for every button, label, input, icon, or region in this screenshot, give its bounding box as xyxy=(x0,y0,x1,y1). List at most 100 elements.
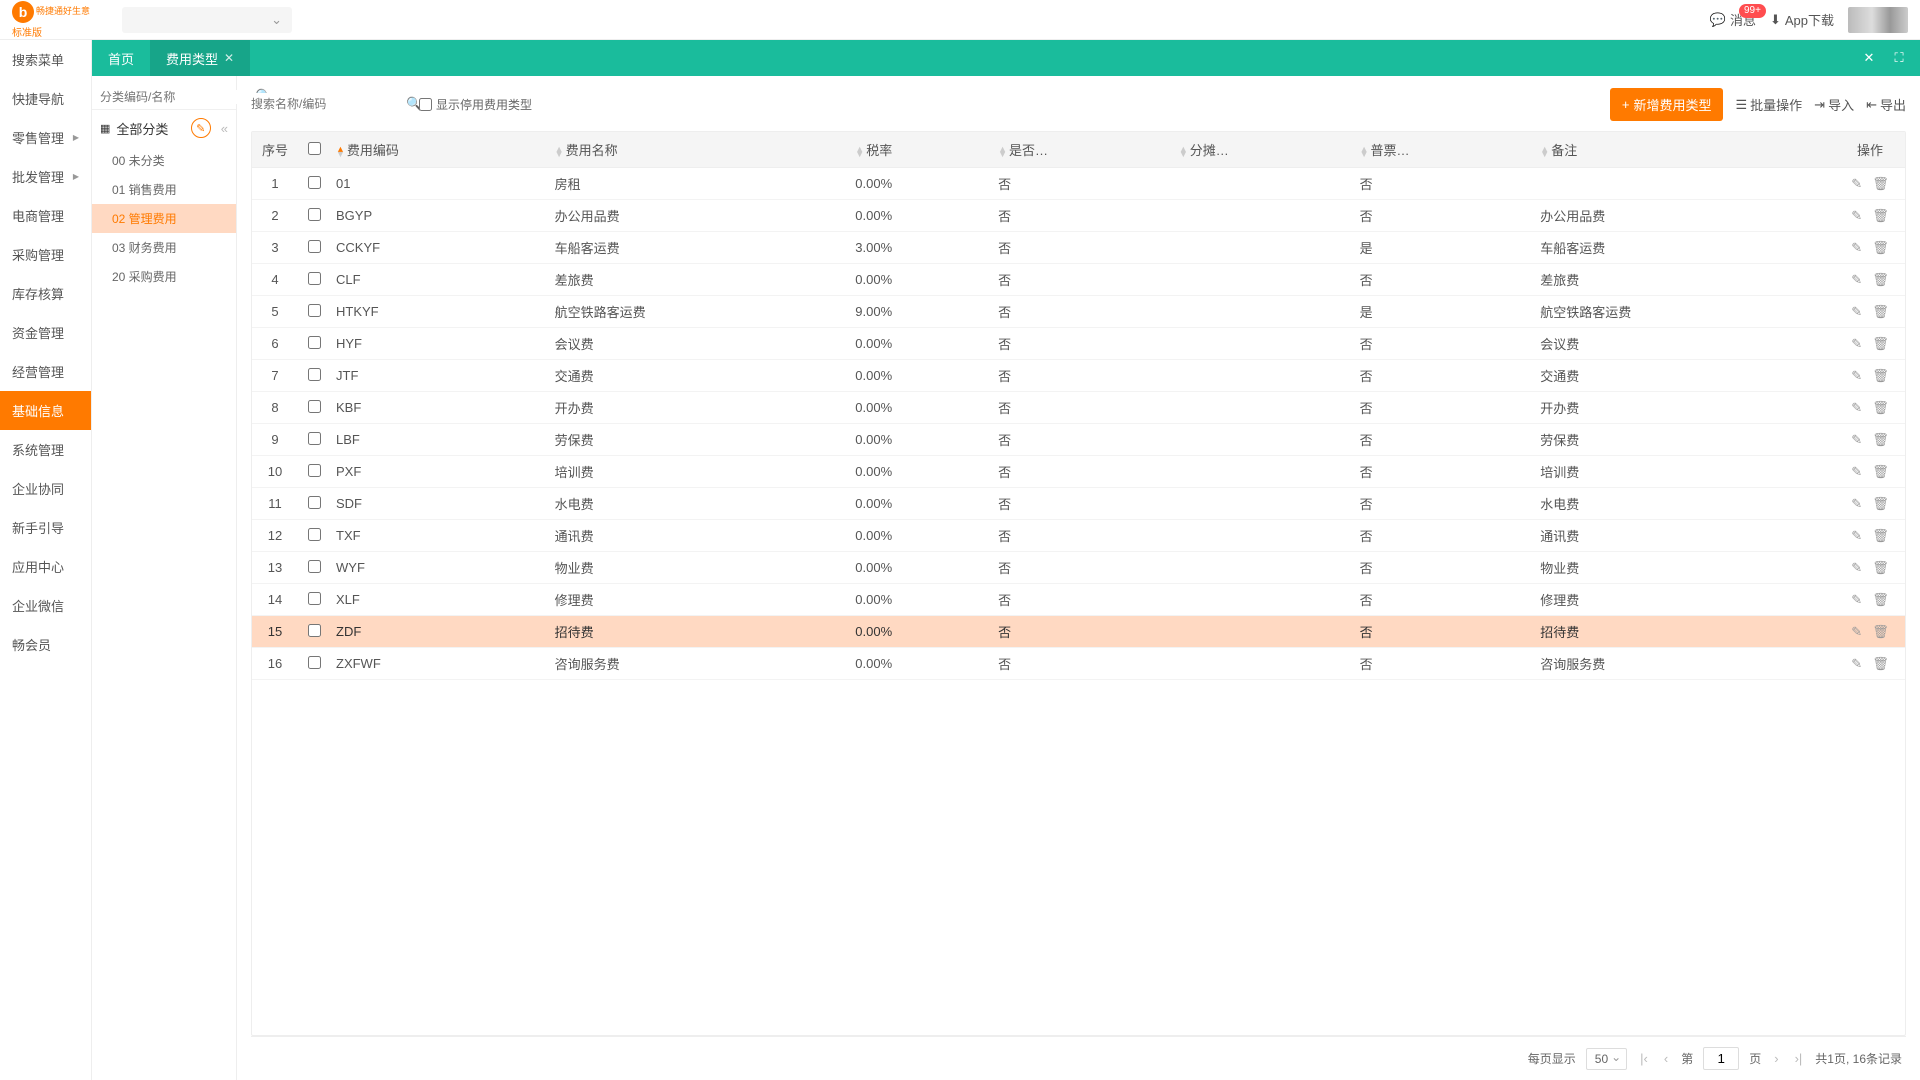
delete-icon[interactable]: 🗑 xyxy=(1872,176,1889,192)
edit-icon[interactable]: ✎ xyxy=(1851,624,1862,640)
edit-icon[interactable]: ✎ xyxy=(1851,432,1862,448)
delete-icon[interactable]: 🗑 xyxy=(1872,272,1889,288)
delete-icon[interactable]: 🗑 xyxy=(1872,240,1889,256)
sidebar-item[interactable]: 经营管理 xyxy=(0,352,91,391)
row-checkbox[interactable] xyxy=(308,240,321,253)
column-header[interactable]: ▲▼费用名称 xyxy=(549,132,850,168)
row-checkbox[interactable] xyxy=(308,176,321,189)
sidebar-item[interactable]: 批发管理▶ xyxy=(0,157,91,196)
row-checkbox[interactable] xyxy=(308,656,321,669)
sidebar-item[interactable]: 采购管理 xyxy=(0,235,91,274)
row-checkbox[interactable] xyxy=(308,432,321,445)
sidebar-item[interactable]: 搜索菜单 xyxy=(0,40,91,79)
row-checkbox[interactable] xyxy=(308,560,321,573)
column-header[interactable]: ▲▼分摊… xyxy=(1173,132,1354,168)
delete-icon[interactable]: 🗑 xyxy=(1872,368,1889,384)
edit-icon[interactable]: ✎ xyxy=(1851,592,1862,608)
all-categories-label[interactable]: 全部分类 xyxy=(116,119,168,138)
table-row[interactable]: 12TXF通讯费0.00%否否通讯费✎🗑 xyxy=(252,520,1905,552)
delete-icon[interactable]: 🗑 xyxy=(1872,464,1889,480)
sidebar-item[interactable]: 电商管理 xyxy=(0,196,91,235)
table-row[interactable]: 15ZDF招待费0.00%否否招待费✎🗑 xyxy=(252,616,1905,648)
column-header[interactable]: ▲▼费用编码 xyxy=(330,132,549,168)
column-header[interactable] xyxy=(298,132,330,168)
sidebar-item[interactable]: 库存核算 xyxy=(0,274,91,313)
edit-icon[interactable]: ✎ xyxy=(1851,400,1862,416)
row-checkbox[interactable] xyxy=(308,208,321,221)
table-row[interactable]: 9LBF劳保费0.00%否否劳保费✎🗑 xyxy=(252,424,1905,456)
per-page-select[interactable]: 50 xyxy=(1586,1048,1627,1070)
edit-icon[interactable]: ✎ xyxy=(1851,560,1862,576)
table-row[interactable]: 6HYF会议费0.00%否否会议费✎🗑 xyxy=(252,328,1905,360)
row-checkbox[interactable] xyxy=(308,528,321,541)
column-header[interactable]: 序号 xyxy=(252,132,298,168)
delete-icon[interactable]: 🗑 xyxy=(1872,304,1889,320)
export-button[interactable]: ⇤ 导出 xyxy=(1866,95,1906,114)
column-header[interactable]: ▲▼税率 xyxy=(849,132,992,168)
table-row[interactable]: 5HTKYF航空铁路客运费9.00%否是航空铁路客运费✎🗑 xyxy=(252,296,1905,328)
delete-icon[interactable]: 🗑 xyxy=(1872,656,1889,672)
batch-operation-button[interactable]: ☰ 批量操作 xyxy=(1735,95,1802,114)
close-all-tabs-button[interactable]: ✕ xyxy=(1858,47,1880,69)
tab[interactable]: 首页 xyxy=(92,40,150,76)
edit-icon[interactable]: ✎ xyxy=(1851,528,1862,544)
messages-button[interactable]: 💬 消息 99+ xyxy=(1710,10,1756,29)
delete-icon[interactable]: 🗑 xyxy=(1872,400,1889,416)
category-item[interactable]: 03 财务费用 xyxy=(92,233,236,262)
table-row[interactable]: 14XLF修理费0.00%否否修理费✎🗑 xyxy=(252,584,1905,616)
delete-icon[interactable]: 🗑 xyxy=(1872,208,1889,224)
sidebar-item[interactable]: 企业微信 xyxy=(0,586,91,625)
delete-icon[interactable]: 🗑 xyxy=(1872,432,1889,448)
sidebar-item[interactable]: 零售管理▶ xyxy=(0,118,91,157)
category-item[interactable]: 02 管理费用 xyxy=(92,204,236,233)
table-search-input[interactable] xyxy=(251,93,406,115)
delete-icon[interactable]: 🗑 xyxy=(1872,528,1889,544)
table-row[interactable]: 7JTF交通费0.00%否否交通费✎🗑 xyxy=(252,360,1905,392)
table-row[interactable]: 8KBF开办费0.00%否否开办费✎🗑 xyxy=(252,392,1905,424)
edit-icon[interactable]: ✎ xyxy=(1851,496,1862,512)
select-all-checkbox[interactable] xyxy=(308,142,321,155)
sidebar-item[interactable]: 基础信息 xyxy=(0,391,91,430)
sidebar-item[interactable]: 系统管理 xyxy=(0,430,91,469)
edit-icon[interactable]: ✎ xyxy=(1851,240,1862,256)
next-page-button[interactable]: › xyxy=(1771,1051,1781,1066)
edit-icon[interactable]: ✎ xyxy=(1851,368,1862,384)
edit-icon[interactable]: ✎ xyxy=(1851,464,1862,480)
last-page-button[interactable]: ›| xyxy=(1792,1051,1806,1066)
row-checkbox[interactable] xyxy=(308,624,321,637)
add-expense-type-button[interactable]: + 新增费用类型 xyxy=(1610,88,1724,121)
row-checkbox[interactable] xyxy=(308,336,321,349)
category-item[interactable]: 20 采购费用 xyxy=(92,262,236,291)
row-checkbox[interactable] xyxy=(308,464,321,477)
category-item[interactable]: 01 销售费用 xyxy=(92,175,236,204)
row-checkbox[interactable] xyxy=(308,592,321,605)
table-row[interactable]: 16ZXFWF咨询服务费0.00%否否咨询服务费✎🗑 xyxy=(252,648,1905,680)
table-row[interactable]: 4CLF差旅费0.00%否否差旅费✎🗑 xyxy=(252,264,1905,296)
row-checkbox[interactable] xyxy=(308,496,321,509)
row-checkbox[interactable] xyxy=(308,400,321,413)
column-header[interactable]: 操作 xyxy=(1835,132,1905,168)
tab[interactable]: 费用类型✕ xyxy=(150,40,250,76)
table-row[interactable]: 13WYF物业费0.00%否否物业费✎🗑 xyxy=(252,552,1905,584)
fullscreen-button[interactable]: ⛶ xyxy=(1888,47,1910,69)
app-download-button[interactable]: ⬇ App下载 xyxy=(1770,10,1834,29)
table-row[interactable]: 10PXF培训费0.00%否否培训费✎🗑 xyxy=(252,456,1905,488)
edit-icon[interactable]: ✎ xyxy=(1851,208,1862,224)
edit-icon[interactable]: ✎ xyxy=(1851,656,1862,672)
sidebar-item[interactable]: 畅会员 xyxy=(0,625,91,664)
edit-icon[interactable]: ✎ xyxy=(1851,336,1862,352)
prev-page-button[interactable]: ‹ xyxy=(1661,1051,1671,1066)
user-avatar[interactable] xyxy=(1848,7,1908,33)
delete-icon[interactable]: 🗑 xyxy=(1872,592,1889,608)
column-header[interactable]: ▲▼普票… xyxy=(1354,132,1535,168)
import-button[interactable]: ⇥ 导入 xyxy=(1814,95,1854,114)
table-row[interactable]: 11SDF水电费0.00%否否水电费✎🗑 xyxy=(252,488,1905,520)
sidebar-item[interactable]: 应用中心 xyxy=(0,547,91,586)
edit-icon[interactable]: ✎ xyxy=(1851,272,1862,288)
row-checkbox[interactable] xyxy=(308,272,321,285)
sidebar-item[interactable]: 资金管理 xyxy=(0,313,91,352)
delete-icon[interactable]: 🗑 xyxy=(1872,336,1889,352)
first-page-button[interactable]: |‹ xyxy=(1637,1051,1651,1066)
sidebar-item[interactable]: 新手引导 xyxy=(0,508,91,547)
delete-icon[interactable]: 🗑 xyxy=(1872,496,1889,512)
